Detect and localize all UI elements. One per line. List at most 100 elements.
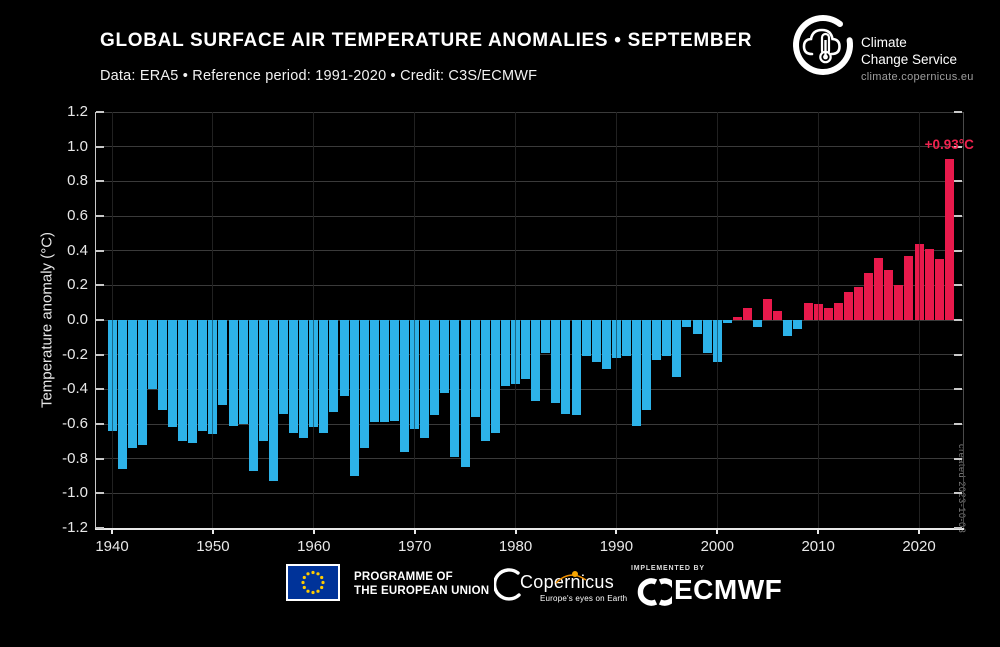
bar-1950 xyxy=(208,320,218,435)
y-tick-right xyxy=(954,353,962,356)
y-tick-right xyxy=(954,423,962,425)
bar-1987 xyxy=(581,320,591,357)
eu-programme-label: PROGRAMME OF THE EUROPEAN UNION xyxy=(354,570,489,598)
bar-2014 xyxy=(853,287,863,320)
ccs-line2: Change Service xyxy=(861,52,958,67)
bar-1988 xyxy=(591,320,601,362)
y-tick-label: 0.0 xyxy=(67,311,88,328)
y-tick xyxy=(96,284,104,287)
bar-2003 xyxy=(743,307,752,320)
gridline-h xyxy=(95,180,963,182)
created-date-stamp: created 2023-10-03 xyxy=(957,444,967,534)
bar-1979 xyxy=(500,320,510,386)
x-tick xyxy=(514,528,517,534)
x-tick-label: 2000 xyxy=(700,538,734,555)
bar-2022 xyxy=(934,259,944,320)
x-tick xyxy=(918,528,920,534)
y-tick xyxy=(96,180,104,183)
y-tick-right xyxy=(954,111,962,113)
y-tick xyxy=(96,527,104,529)
bar-2010 xyxy=(813,304,823,320)
gridline-v xyxy=(918,112,920,528)
y-tick-right xyxy=(954,215,962,217)
bar-1990 xyxy=(611,320,621,359)
gridline-h xyxy=(95,492,963,494)
eu-programme-line1: PROGRAMME OF xyxy=(354,571,453,583)
y-tick-right xyxy=(954,249,962,252)
bar-1957 xyxy=(278,320,288,414)
gridline-v-overlay xyxy=(414,112,416,528)
gridline-v-overlay xyxy=(515,112,516,528)
bar-2019 xyxy=(904,255,914,320)
gridline-v-overlay xyxy=(817,112,819,528)
bar-1952 xyxy=(228,320,238,426)
bar-1961 xyxy=(319,320,329,433)
bar-1999 xyxy=(702,320,712,353)
y-tick xyxy=(96,145,104,148)
bar-1991 xyxy=(621,320,631,357)
bar-2013 xyxy=(843,292,853,320)
gridline-v-overlay xyxy=(716,112,718,528)
x-tick-label: 1950 xyxy=(196,538,230,555)
bar-1997 xyxy=(682,320,692,327)
eu-flag-icon xyxy=(286,564,340,601)
bar-1976 xyxy=(470,320,480,418)
bar-1969 xyxy=(400,320,410,452)
bar-1982 xyxy=(531,320,541,402)
x-tick xyxy=(615,528,618,534)
copernicus-satellite-icon xyxy=(554,569,588,587)
gridline-h xyxy=(95,215,963,217)
y-tick-label: -0.8 xyxy=(62,449,88,467)
x-tick xyxy=(211,528,214,534)
gridline-v-overlay xyxy=(918,112,920,528)
bar-1951 xyxy=(218,320,228,405)
bar-2007 xyxy=(783,320,793,336)
bar-1981 xyxy=(521,320,531,379)
bar-1993 xyxy=(642,320,652,411)
copernicus-wordmark: Copernicus xyxy=(520,572,615,592)
climate-change-service-icon xyxy=(792,12,858,78)
x-tick xyxy=(413,528,416,534)
y-tick xyxy=(96,249,104,252)
bar-1992 xyxy=(632,320,642,426)
bar-2008 xyxy=(793,320,803,329)
bar-1954 xyxy=(248,320,258,471)
bar-1985 xyxy=(561,320,571,414)
bar-1989 xyxy=(601,320,611,369)
ccs-line1: Climate xyxy=(861,35,907,50)
bar-2020 xyxy=(914,243,924,320)
record-value-label: +0.93°C xyxy=(924,136,974,152)
x-tick-label: 1970 xyxy=(397,538,432,555)
bar-1947 xyxy=(178,320,188,442)
x-tick-label: 2020 xyxy=(902,538,936,555)
bar-1994 xyxy=(652,320,662,360)
bar-1940 xyxy=(107,320,117,431)
x-tick-label: 1980 xyxy=(498,538,533,555)
y-tick xyxy=(96,388,104,391)
bar-2006 xyxy=(773,311,783,320)
x-tick-label: 1940 xyxy=(95,538,129,555)
eu-programme-line2: THE EUROPEAN UNION xyxy=(354,585,490,597)
climate-change-service-label: Climate Change Service xyxy=(861,34,957,68)
bar-2011 xyxy=(823,307,833,320)
x-tick xyxy=(111,528,113,534)
bar-1944 xyxy=(147,320,157,390)
gridline-v-overlay xyxy=(313,112,315,528)
bar-1958 xyxy=(289,320,299,433)
y-tick xyxy=(96,319,104,321)
bar-1996 xyxy=(672,320,682,378)
bar-2000 xyxy=(712,320,722,362)
y-tick-label: 0.6 xyxy=(67,207,88,224)
y-tick-right xyxy=(954,284,962,287)
x-tick-label: 1990 xyxy=(599,538,634,555)
y-tick-right xyxy=(954,527,962,529)
bar-1970 xyxy=(410,320,420,430)
bar-1984 xyxy=(551,320,561,404)
x-tick xyxy=(817,528,820,534)
x-tick-label: 1960 xyxy=(297,538,331,555)
bar-2005 xyxy=(763,299,773,320)
y-tick xyxy=(96,423,104,425)
y-tick-right xyxy=(954,145,962,148)
bar-1978 xyxy=(490,320,500,433)
